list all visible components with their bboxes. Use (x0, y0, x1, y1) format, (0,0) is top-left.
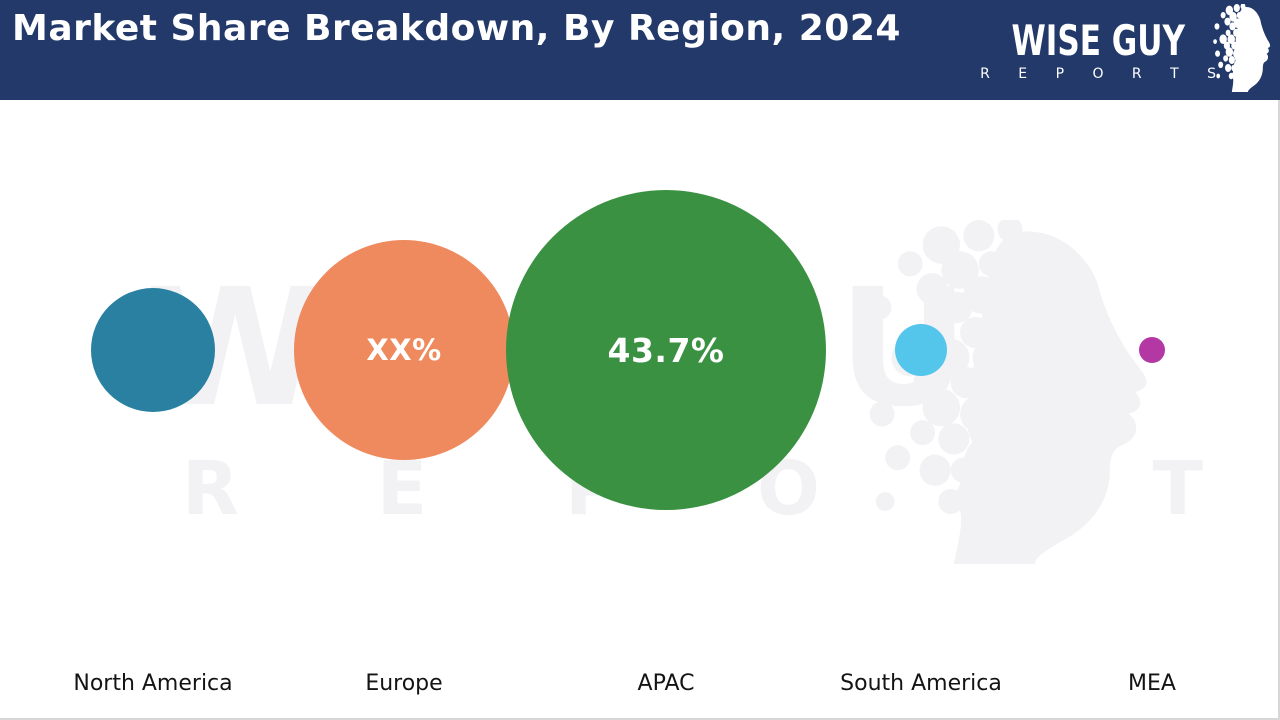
header-bar: Market Share Breakdown, By Region, 2024 … (0, 0, 1280, 100)
bubble-value-label: 43.7% (607, 330, 725, 370)
bubble-apac: 43.7% (506, 190, 826, 510)
bubble-value-label: XX% (366, 333, 442, 367)
category-label-north-america: North America (73, 671, 233, 696)
bubble-south-america (895, 324, 947, 376)
chart-area: WISE GUY R E P O R T S XX%43.7% North Am… (0, 100, 1280, 720)
wiseguy-logo: WISE GUY R E P O R T S (968, 0, 1280, 92)
wiseguy-head-icon (1212, 3, 1274, 92)
category-label-europe: Europe (365, 671, 443, 696)
logo-wordmark: WISE GUY (1011, 16, 1185, 65)
logo-subtitle: R E P O R T S (980, 66, 1228, 82)
category-label-south-america: South America (840, 671, 1002, 696)
bubble-mea (1139, 337, 1165, 363)
page-title: Market Share Breakdown, By Region, 2024 (12, 8, 901, 49)
category-label-mea: MEA (1128, 671, 1176, 696)
wiseguy-logo-text: WISE GUY R E P O R T S (968, 16, 1228, 83)
watermark-head-icon (854, 216, 1166, 564)
bubble-north-america (91, 288, 215, 412)
bubble-europe: XX% (294, 240, 514, 460)
category-label-apac: APAC (637, 671, 695, 696)
